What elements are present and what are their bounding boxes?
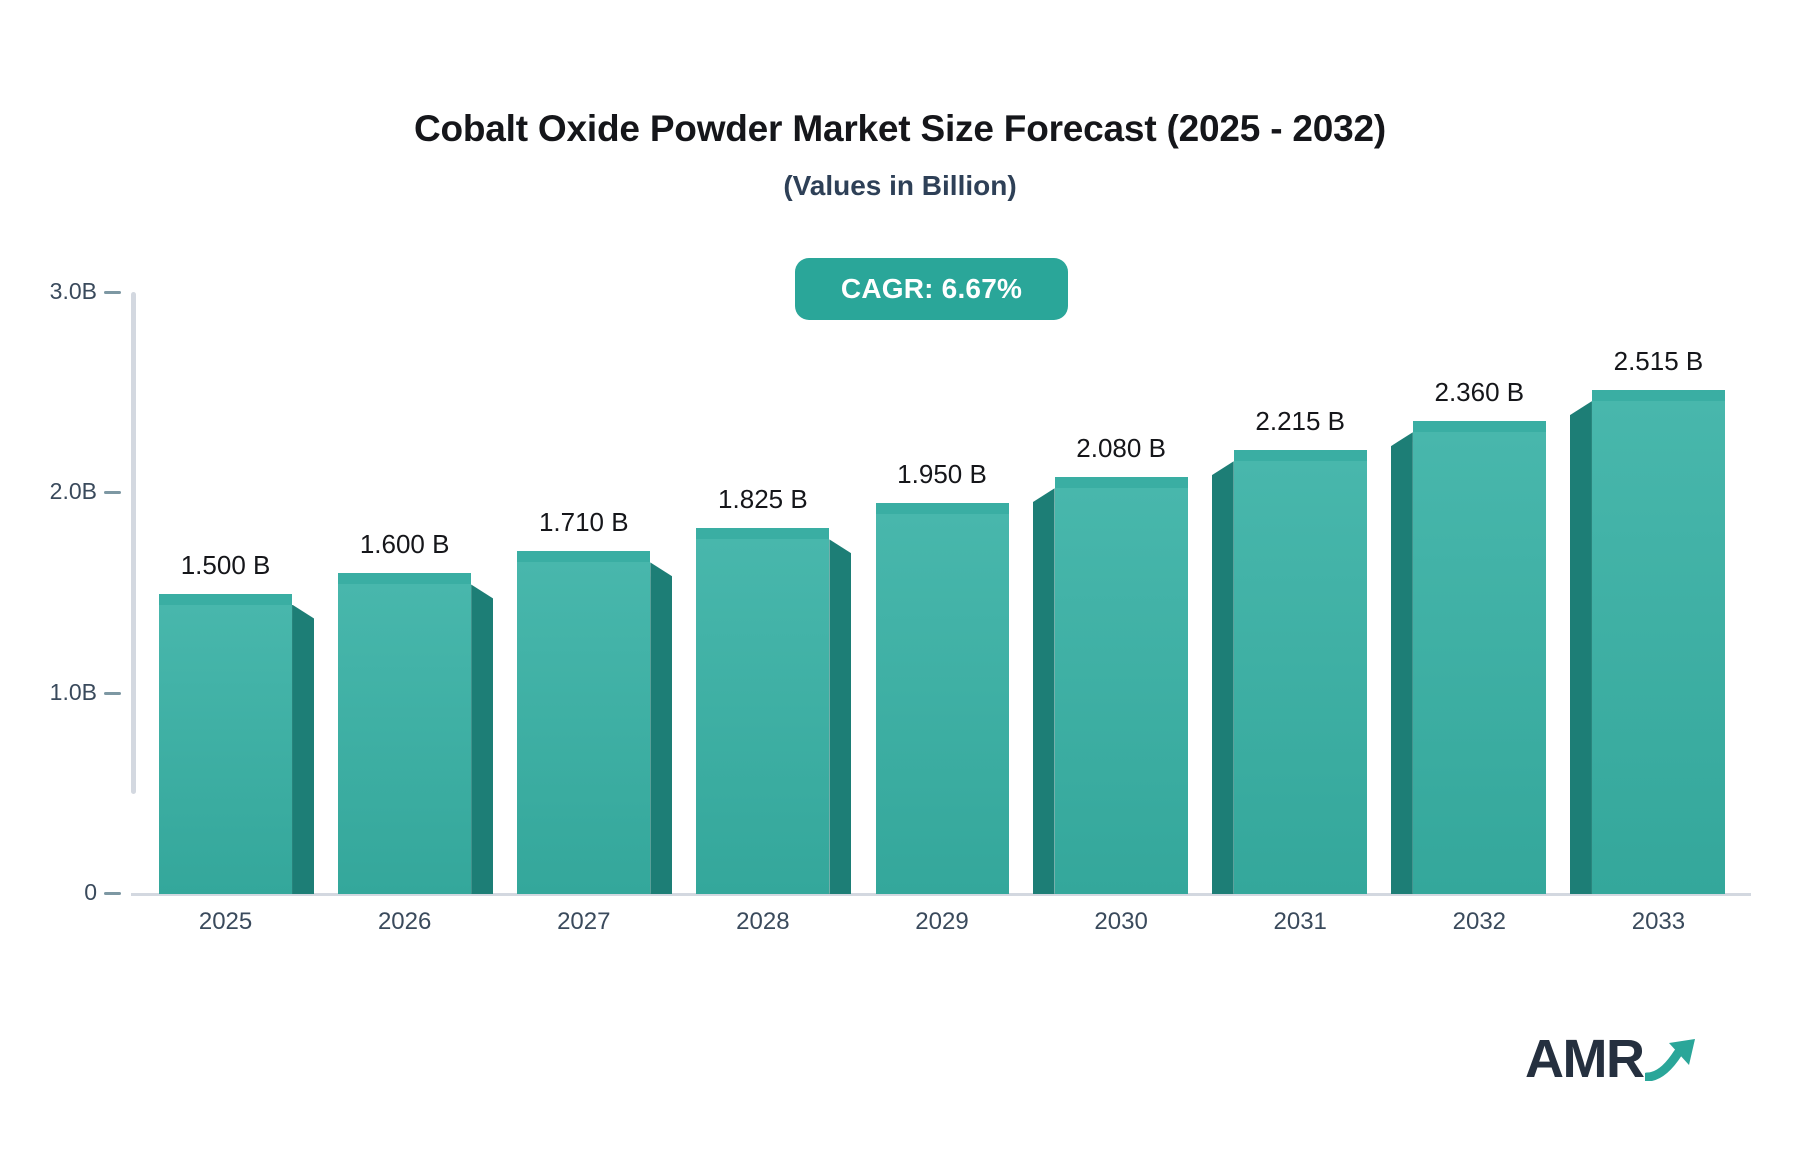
bar-value-label: 1.710 B	[538, 507, 629, 538]
bar-value-label: 1.600 B	[359, 529, 450, 560]
bar-top-face	[1054, 477, 1188, 489]
bar-top-face	[1591, 390, 1725, 402]
y-axis-tick-label: 3.0B	[49, 278, 97, 304]
bar-front-face	[1054, 488, 1188, 894]
y-axis-tick-mark	[104, 291, 121, 294]
bar-front-face	[159, 604, 293, 894]
x-axis-tick-label: 2025	[198, 908, 253, 935]
bar-side-face	[1390, 432, 1413, 894]
bar-side-face	[471, 584, 494, 894]
y-axis-line	[131, 292, 136, 794]
y-axis-tick-label: 2.0B	[49, 478, 97, 505]
bar-front-face	[1233, 461, 1367, 894]
y-axis-tick-mark	[104, 892, 121, 895]
bar-front-face	[517, 562, 651, 894]
amr-logo: AMR	[1525, 1032, 1699, 1086]
amr-logo-text: AMR	[1525, 1029, 1645, 1089]
bar-side-face	[829, 539, 852, 894]
bar-top-face	[517, 551, 651, 563]
growth-arrow-icon	[1642, 1037, 1699, 1086]
bar-front-face	[1412, 432, 1546, 894]
x-axis-tick-label: 2033	[1631, 908, 1686, 935]
bar-value-label: 1.950 B	[897, 459, 987, 490]
bar-front-face	[338, 584, 472, 894]
bar-side-face	[1211, 461, 1234, 894]
bar-top-face	[875, 503, 1009, 515]
bar-value-label: 2.080 B	[1076, 433, 1166, 464]
y-axis-tick-label: 1.0B	[49, 678, 97, 705]
x-axis-tick-label: 2028	[736, 908, 790, 935]
y-axis-tick-mark	[104, 691, 121, 695]
x-axis-tick-label: 2026	[377, 908, 432, 935]
x-axis-tick-label: 2031	[1273, 908, 1327, 935]
x-axis-tick-label: 2032	[1452, 908, 1507, 935]
x-axis-tick-label: 2027	[557, 908, 611, 935]
page-title: Cobalt Oxide Powder Market Size Forecast…	[413, 108, 1387, 149]
bar-top-face	[338, 573, 472, 585]
bar-value-label: 1.500 B	[180, 549, 271, 580]
x-axis-tick-label: 2030	[1094, 908, 1148, 935]
bar-side-face	[292, 604, 315, 894]
x-axis-line	[131, 893, 1751, 896]
bar-top-face	[1412, 421, 1546, 433]
bar-front-face	[875, 514, 1009, 894]
bar-top-face	[696, 528, 830, 540]
bar-top-face	[159, 593, 293, 605]
y-axis-tick-label: 0	[84, 879, 97, 905]
bar-value-label: 2.360 B	[1434, 377, 1525, 408]
bar-value-label: 1.825 B	[718, 484, 808, 515]
bar-side-face	[1032, 488, 1055, 894]
cagr-badge: CAGR: 6.67%	[795, 258, 1068, 320]
bar-value-label: 2.515 B	[1613, 346, 1704, 377]
x-axis-tick-label: 2029	[915, 908, 969, 935]
bar-side-face	[1569, 401, 1592, 894]
bar-top-face	[1233, 450, 1367, 462]
bar-front-face	[696, 539, 830, 894]
chart-subtitle: (Values in Billion)	[783, 170, 1017, 201]
y-axis-tick-mark	[104, 491, 121, 495]
bar-side-face	[650, 562, 673, 894]
bar-value-label: 2.215 B	[1255, 406, 1346, 437]
bar-front-face	[1591, 401, 1725, 894]
